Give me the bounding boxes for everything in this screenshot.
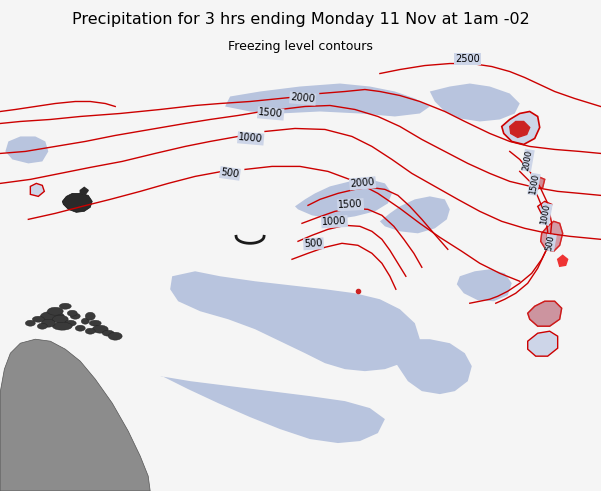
Polygon shape <box>37 323 47 329</box>
Text: 500: 500 <box>304 238 323 249</box>
Polygon shape <box>528 301 562 326</box>
Text: 500: 500 <box>545 234 557 251</box>
Polygon shape <box>85 328 96 334</box>
Text: 1500: 1500 <box>528 173 540 195</box>
Text: 2000: 2000 <box>350 177 376 190</box>
Polygon shape <box>541 221 563 251</box>
Polygon shape <box>532 176 545 190</box>
Polygon shape <box>528 301 562 326</box>
Polygon shape <box>81 188 88 194</box>
Polygon shape <box>558 255 568 266</box>
Polygon shape <box>52 315 69 323</box>
Polygon shape <box>47 307 63 315</box>
Polygon shape <box>1 339 150 491</box>
Text: 500: 500 <box>220 167 240 180</box>
Text: 2500: 2500 <box>456 54 480 63</box>
Text: 1500: 1500 <box>258 108 284 119</box>
Polygon shape <box>532 176 545 190</box>
Text: Freezing level contours: Freezing level contours <box>228 40 373 53</box>
Polygon shape <box>108 332 122 340</box>
Polygon shape <box>41 319 55 327</box>
Text: 2000: 2000 <box>522 149 534 171</box>
Polygon shape <box>67 310 78 316</box>
Polygon shape <box>30 184 44 196</box>
Polygon shape <box>81 318 90 324</box>
Polygon shape <box>93 325 108 333</box>
Polygon shape <box>75 325 85 331</box>
Polygon shape <box>32 316 44 322</box>
Polygon shape <box>25 320 35 326</box>
Polygon shape <box>52 322 72 330</box>
Polygon shape <box>59 303 72 309</box>
Text: 1000: 1000 <box>322 216 347 227</box>
Polygon shape <box>502 111 540 144</box>
Polygon shape <box>102 330 114 336</box>
Polygon shape <box>70 313 81 319</box>
Text: 1000: 1000 <box>238 133 263 144</box>
Polygon shape <box>64 320 76 326</box>
Polygon shape <box>541 221 563 251</box>
Polygon shape <box>528 331 558 356</box>
Text: 2000: 2000 <box>290 92 316 105</box>
Text: 1500: 1500 <box>338 199 363 210</box>
Polygon shape <box>85 312 96 320</box>
Text: Precipitation for 3 hrs ending Monday 11 Nov at 1am -02: Precipitation for 3 hrs ending Monday 11… <box>72 12 529 27</box>
Polygon shape <box>538 201 552 215</box>
Polygon shape <box>63 193 93 212</box>
Text: 1000: 1000 <box>540 203 552 225</box>
Polygon shape <box>510 121 529 137</box>
Polygon shape <box>90 320 101 326</box>
Polygon shape <box>40 311 64 321</box>
